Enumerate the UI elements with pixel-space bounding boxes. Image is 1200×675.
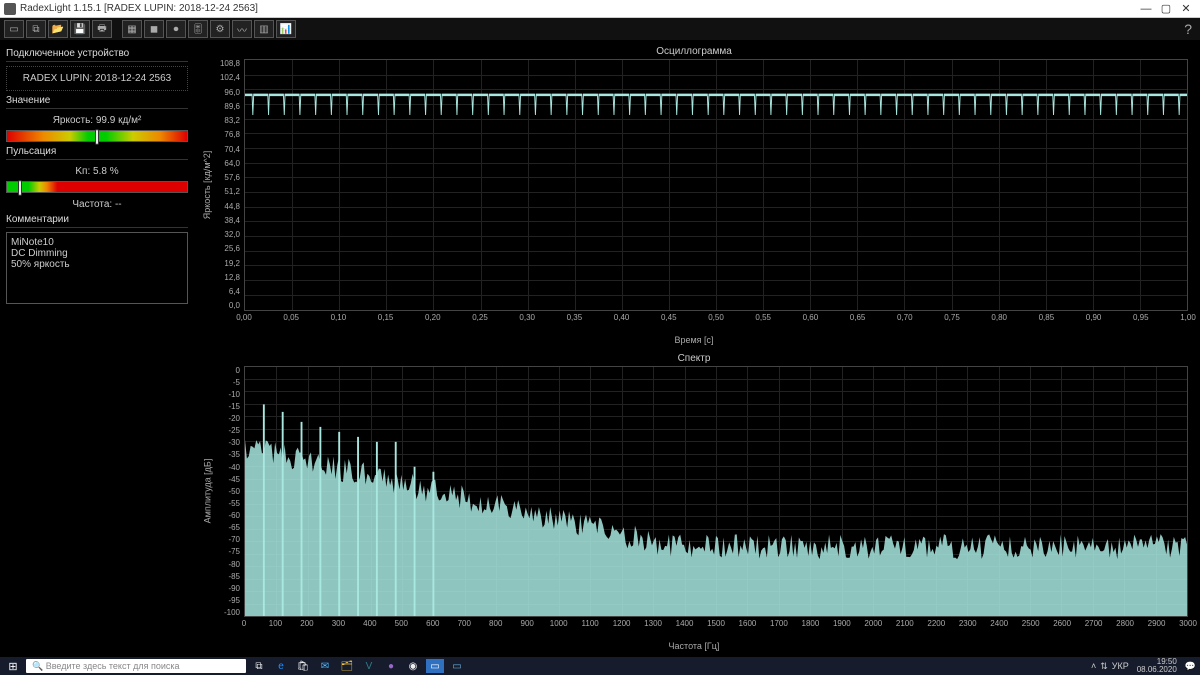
notifications-icon[interactable]: 💬 <box>1185 661 1196 672</box>
spectrum-xaxis: 0100200300400500600700800900100011001200… <box>244 619 1188 631</box>
main-panel: Осциллограмма Яркость [кд/м^2] 108,8102,… <box>194 40 1200 657</box>
toolbar-tune-icon[interactable]: 🎚 <box>188 20 208 38</box>
window-titlebar: RadexLight 1.15.1 [RADEX LUPIN: 2018-12-… <box>0 0 1200 18</box>
spectrum-ylabel: Амплитуда [дБ] <box>200 366 214 618</box>
toolbar-wave-icon[interactable]: 〰 <box>232 20 252 38</box>
pulsation-label: Kп: 5.8 % <box>6 166 188 177</box>
toolbar-stop-icon[interactable]: ◼ <box>144 20 164 38</box>
comments-box[interactable]: MiNote10 DC Dimming 50% яркость <box>6 232 188 304</box>
toolbar-record-icon[interactable]: ⏺ <box>166 20 186 38</box>
toolbar-save-icon[interactable]: 💾 <box>70 20 90 38</box>
value-header: Значение <box>6 95 188 109</box>
taskbar-search[interactable]: 🔍 Введите здесь текст для поиска <box>26 659 246 673</box>
toolbar-new-icon[interactable]: ▭ <box>4 20 24 38</box>
toolbar-grid-icon[interactable]: ▦ <box>122 20 142 38</box>
pulsation-marker <box>18 180 22 196</box>
comment-line: DC Dimming <box>11 248 183 259</box>
toolbar: ▭ ⧉ 📂 💾 🖶 ▦ ◼ ⏺ 🎚 ⚙ 〰 ▥ 📊 ? <box>0 18 1200 40</box>
device-name: RADEX LUPIN: 2018-12-24 2563 <box>6 66 188 91</box>
help-icon[interactable]: ? <box>1184 21 1192 37</box>
spectrum-title: Спектр <box>200 353 1188 364</box>
toolbar-bars-icon[interactable]: ▥ <box>254 20 274 38</box>
brightness-bar <box>6 130 188 142</box>
app-icon <box>4 3 16 15</box>
edge-icon[interactable]: e <box>272 659 290 673</box>
viber-icon[interactable]: ● <box>382 659 400 673</box>
tray-lang[interactable]: УКР <box>1112 661 1129 671</box>
comment-line: 50% яркость <box>11 259 183 270</box>
window-title: RadexLight 1.15.1 [RADEX LUPIN: 2018-12-… <box>20 3 1136 14</box>
app1-icon[interactable]: V <box>360 659 378 673</box>
oscillogram-ylabel: Яркость [кд/м^2] <box>200 59 214 311</box>
comments-header: Комментарии <box>6 214 188 228</box>
toolbar-print-icon[interactable]: 🖶 <box>92 20 112 38</box>
app-body: Подключенное устройство RADEX LUPIN: 201… <box>0 40 1200 657</box>
app2-icon[interactable]: ▭ <box>426 659 444 673</box>
oscillogram-plot[interactable] <box>244 59 1188 311</box>
system-tray[interactable]: ˄ ⇅ УКР 19:50 08.06.2020 💬 <box>1091 658 1196 674</box>
window-minimize-button[interactable]: — <box>1136 2 1156 16</box>
store-icon[interactable]: 🛍 <box>294 659 312 673</box>
taskbar-clock[interactable]: 19:50 08.06.2020 <box>1133 658 1181 674</box>
oscillogram-xaxis: 0,000,050,100,150,200,250,300,350,400,45… <box>244 313 1188 325</box>
window-close-button[interactable]: ✕ <box>1176 2 1196 16</box>
task-view-icon[interactable]: ⧉ <box>250 659 268 673</box>
spectrum-chart: Спектр Амплитуда [дБ] 0-5-10-15-20-25-30… <box>200 353 1188 652</box>
spectrum-yaxis: 0-5-10-15-20-25-30-35-40-45-50-55-60-65-… <box>214 366 244 618</box>
pulsation-header: Пульсация <box>6 146 188 160</box>
mail-icon[interactable]: ✉ <box>316 659 334 673</box>
spectrum-plot[interactable] <box>244 366 1188 618</box>
brightness-label: Яркость: 99.9 кд/м² <box>6 115 188 126</box>
taskbar: ⊞ 🔍 Введите здесь текст для поиска ⧉ e 🛍… <box>0 657 1200 675</box>
brightness-marker <box>95 129 99 145</box>
oscillogram-title: Осциллограмма <box>200 46 1188 57</box>
oscillogram-chart: Осциллограмма Яркость [кд/м^2] 108,8102,… <box>200 46 1188 345</box>
toolbar-copy-icon[interactable]: ⧉ <box>26 20 46 38</box>
toolbar-open-icon[interactable]: 📂 <box>48 20 68 38</box>
tray-chevron-icon[interactable]: ˄ <box>1091 661 1096 671</box>
start-button[interactable]: ⊞ <box>4 659 22 673</box>
chrome-icon[interactable]: ◉ <box>404 659 422 673</box>
explorer-icon[interactable]: 🗂 <box>338 659 356 673</box>
toolbar-gear-icon[interactable]: ⚙ <box>210 20 230 38</box>
spectrum-xlabel: Частота [Гц] <box>200 641 1188 651</box>
window-maximize-button[interactable]: ▢ <box>1156 2 1176 16</box>
toolbar-chart-icon[interactable]: 📊 <box>276 20 296 38</box>
pulsation-bar <box>6 181 188 193</box>
sidebar: Подключенное устройство RADEX LUPIN: 201… <box>0 40 194 657</box>
oscillogram-yaxis: 108,8102,496,089,683,276,870,464,057,651… <box>214 59 244 311</box>
device-header: Подключенное устройство <box>6 48 188 62</box>
app3-icon[interactable]: ▭ <box>448 659 466 673</box>
tray-wifi-icon[interactable]: ⇅ <box>1100 661 1108 672</box>
comment-line: MiNote10 <box>11 237 183 248</box>
frequency-label: Частота: -- <box>6 199 188 210</box>
oscillogram-xlabel: Время [c] <box>200 335 1188 345</box>
